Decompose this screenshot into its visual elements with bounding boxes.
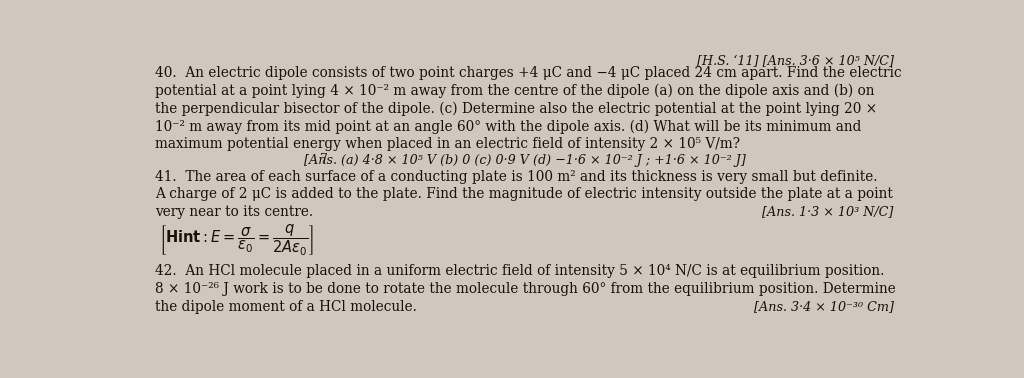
Text: maximum potential energy when placed in an electric field of intensity 2 × 10⁵ V: maximum potential energy when placed in … <box>155 137 740 151</box>
Text: 8 × 10⁻²⁶ J work is to be done to rotate the molecule through 60° from the equil: 8 × 10⁻²⁶ J work is to be done to rotate… <box>155 282 896 296</box>
Text: very near to its centre.: very near to its centre. <box>155 205 313 219</box>
Text: 41.  The area of each surface of a conducting plate is 100 m² and its thickness : 41. The area of each surface of a conduc… <box>155 170 878 184</box>
Text: $\left[\mathbf{Hint}: E = \dfrac{\sigma}{\epsilon_0} = \dfrac{q}{2A\epsilon_0}\r: $\left[\mathbf{Hint}: E = \dfrac{\sigma}… <box>159 223 313 258</box>
Text: the perpendicular bisector of the dipole. (c) Determine also the electric potent: the perpendicular bisector of the dipole… <box>155 102 878 116</box>
Text: [H.S. ‘11] [Ans. 3·6 × 10⁵ N/C]: [H.S. ‘11] [Ans. 3·6 × 10⁵ N/C] <box>696 56 894 68</box>
Text: 42.  An HCl molecule placed in a uniform electric field of intensity 5 × 10⁴ N/C: 42. An HCl molecule placed in a uniform … <box>155 264 885 278</box>
Text: [Ans. 3·4 × 10⁻³⁰ Cm]: [Ans. 3·4 × 10⁻³⁰ Cm] <box>754 300 894 313</box>
Text: 10⁻² m away from its mid point at an angle 60° with the dipole axis. (d) What wi: 10⁻² m away from its mid point at an ang… <box>155 119 861 134</box>
Text: 40.  An electric dipole consists of two point charges +4 μC and −4 μC placed 24 : 40. An electric dipole consists of two p… <box>155 66 901 80</box>
Text: 7: 7 <box>321 153 328 166</box>
Text: the dipole moment of a HCl molecule.: the dipole moment of a HCl molecule. <box>155 300 417 314</box>
Text: A charge of 2 μC is added to the plate. Find the magnitude of electric intensity: A charge of 2 μC is added to the plate. … <box>155 187 893 201</box>
Text: [Ans. (a) 4·8 × 10⁵ V (b) 0 (c) 0·9 V (d) −1·6 × 10⁻² J ; +1·6 × 10⁻² J]: [Ans. (a) 4·8 × 10⁵ V (b) 0 (c) 0·9 V (d… <box>304 154 745 167</box>
Text: potential at a point lying 4 × 10⁻² m away from the centre of the dipole (a) on : potential at a point lying 4 × 10⁻² m aw… <box>155 84 874 98</box>
Text: [Ans. 1·3 × 10³ N/C]: [Ans. 1·3 × 10³ N/C] <box>763 205 894 218</box>
